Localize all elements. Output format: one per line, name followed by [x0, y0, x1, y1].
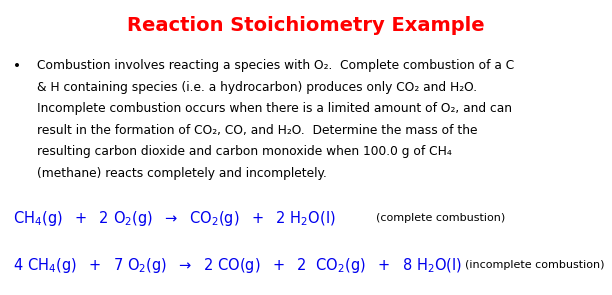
Text: •: • [13, 59, 21, 73]
Text: Reaction Stoichiometry Example: Reaction Stoichiometry Example [127, 16, 485, 35]
Text: $\mathregular{CH_4(g)\ \ +\ \ 2\ O_2(g)\ \ \rightarrow\ \ CO_2(g)\ \ +\ \ 2\ H_2: $\mathregular{CH_4(g)\ \ +\ \ 2\ O_2(g)\… [13, 209, 336, 228]
Text: result in the formation of CO₂, CO, and H₂O.  Determine the mass of the: result in the formation of CO₂, CO, and … [37, 124, 477, 137]
Text: & H containing species (i.e. a hydrocarbon) produces only CO₂ and H₂O.: & H containing species (i.e. a hydrocarb… [37, 81, 477, 94]
Text: resulting carbon dioxide and carbon monoxide when 100.0 g of CH₄: resulting carbon dioxide and carbon mono… [37, 145, 452, 158]
Text: (complete combustion): (complete combustion) [376, 213, 506, 223]
Text: (methane) reacts completely and incompletely.: (methane) reacts completely and incomple… [37, 167, 327, 180]
Text: Combustion involves reacting a species with O₂.  Complete combustion of a C: Combustion involves reacting a species w… [37, 59, 514, 72]
Text: Incomplete combustion occurs when there is a limited amount of O₂, and can: Incomplete combustion occurs when there … [37, 102, 512, 115]
Text: $\mathregular{4\ CH_4(g)\ \ +\ \ 7\ O_2(g)\ \ \rightarrow\ \ 2\ CO(g)\ \ +\ \ 2\: $\mathregular{4\ CH_4(g)\ \ +\ \ 7\ O_2(… [13, 256, 463, 275]
Text: (incomplete combustion): (incomplete combustion) [465, 260, 605, 271]
